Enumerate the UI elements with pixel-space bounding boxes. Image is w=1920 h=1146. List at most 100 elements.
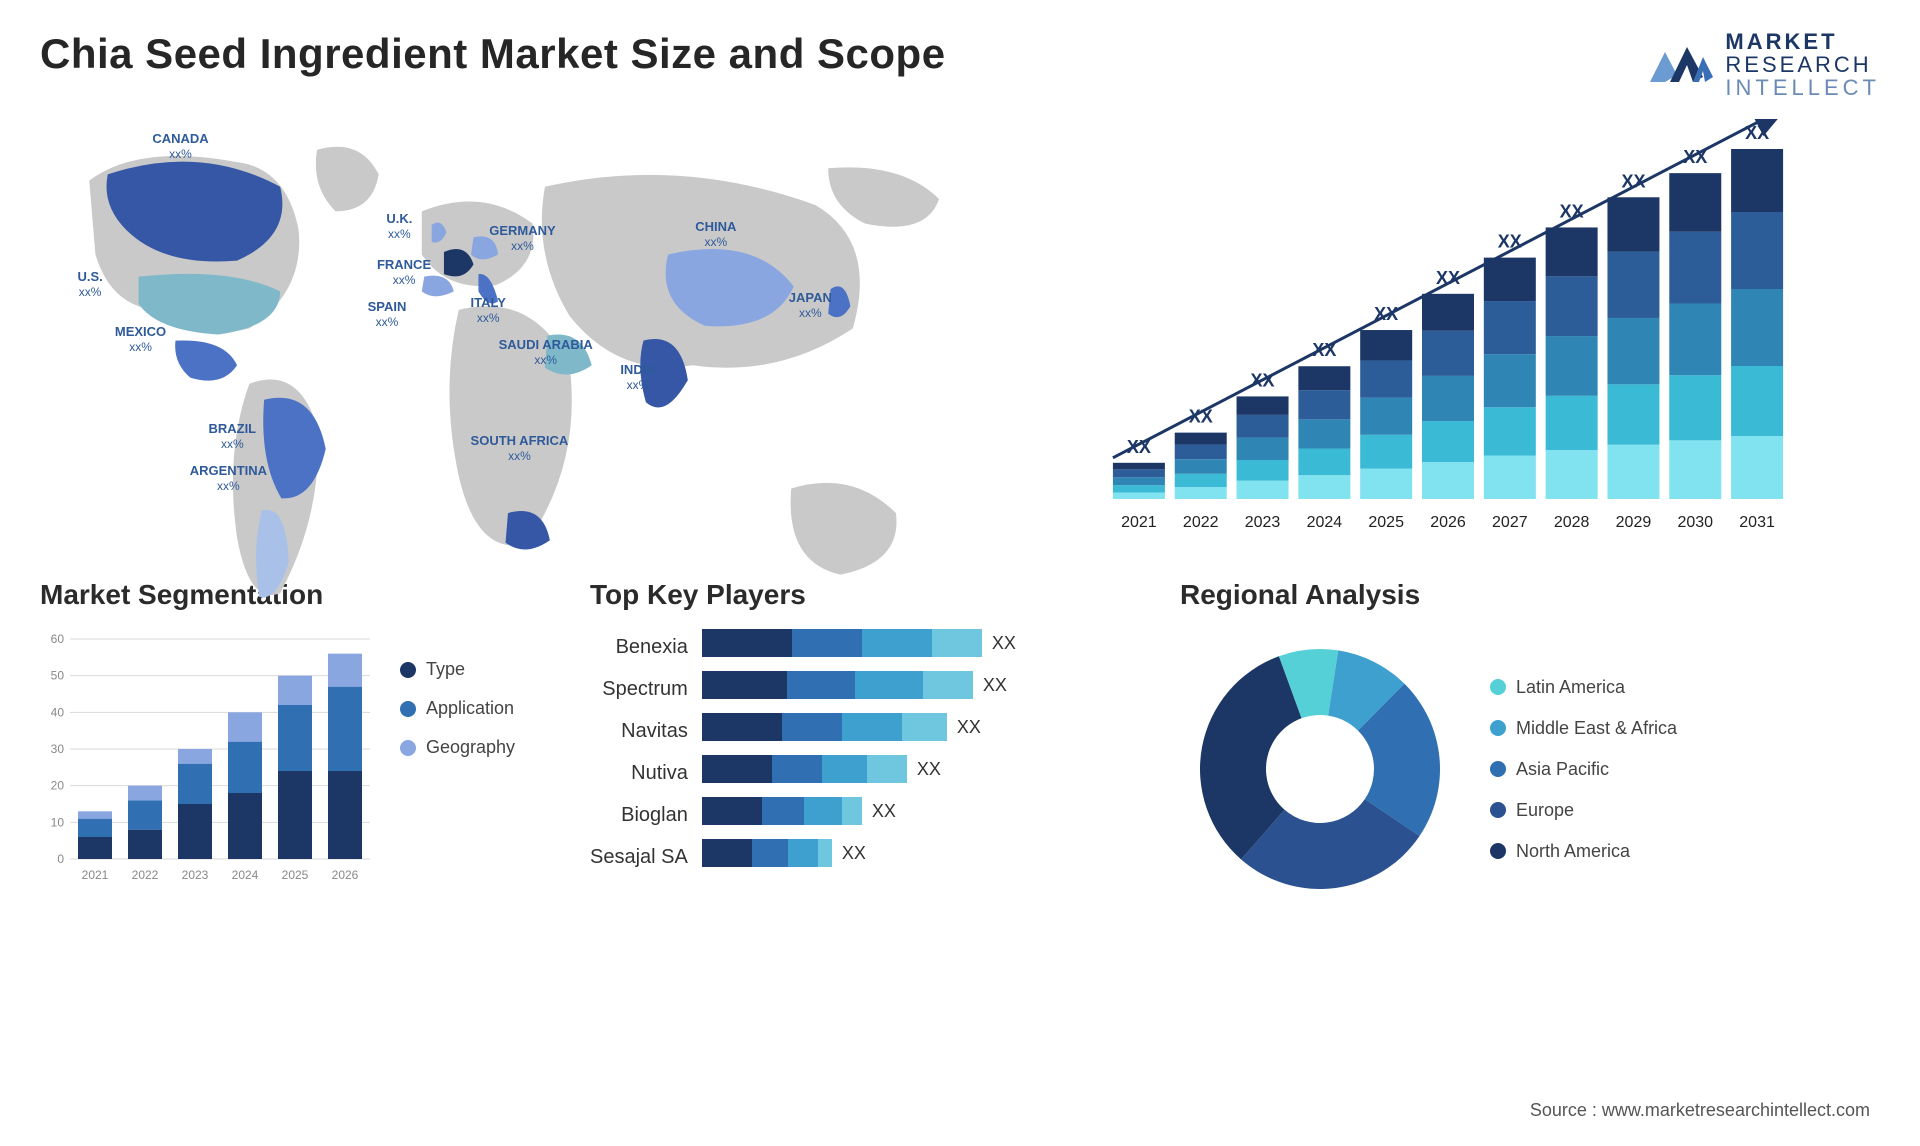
trend-bar-seg <box>1484 301 1536 354</box>
legend-label: Type <box>426 659 465 680</box>
trend-bar-seg <box>1360 361 1412 398</box>
map-label-us: U.S.xx% <box>77 270 102 300</box>
map-label-spain: SPAINxx% <box>368 300 407 330</box>
trend-bar-seg <box>1113 478 1165 486</box>
legend-swatch <box>1490 761 1506 777</box>
trend-bar-seg <box>1298 390 1350 419</box>
player-bar-seg <box>762 797 804 825</box>
player-bar-seg <box>788 839 818 867</box>
map-label-mexico: MEXICOxx% <box>115 325 166 355</box>
trend-bar-seg <box>1484 258 1536 301</box>
legend-label: North America <box>1516 841 1630 862</box>
player-name: Sesajal SA <box>590 843 688 871</box>
regional-title: Regional Analysis <box>1180 579 1880 611</box>
player-value: XX <box>872 801 896 822</box>
player-value: XX <box>983 675 1007 696</box>
seg-year: 2021 <box>82 868 109 882</box>
seg-year: 2025 <box>282 868 309 882</box>
trend-bar-seg <box>1546 228 1598 277</box>
seg-bar-seg <box>178 764 212 804</box>
seg-bar-seg <box>78 837 112 859</box>
brand-logo: MARKET RESEARCH INTELLECT <box>1645 30 1880 99</box>
player-name: Spectrum <box>602 675 688 703</box>
legend-label: Geography <box>426 737 515 758</box>
trend-bar-seg <box>1360 435 1412 469</box>
seg-bar-seg <box>178 749 212 764</box>
seg-bar-seg <box>128 830 162 859</box>
trend-bar-seg <box>1731 212 1783 289</box>
seg-legend-item: Application <box>400 698 515 719</box>
legend-swatch <box>400 662 416 678</box>
player-bar-seg <box>702 839 752 867</box>
seg-bar-seg <box>78 812 112 819</box>
trend-bar-seg <box>1422 376 1474 421</box>
trend-year-label: 2031 <box>1739 514 1775 531</box>
trend-bar-seg <box>1546 336 1598 396</box>
seg-bar-seg <box>228 713 262 742</box>
trend-bar-seg <box>1607 318 1659 384</box>
trend-bar-seg <box>1731 149 1783 212</box>
map-label-uk: U.K.xx% <box>386 212 412 242</box>
region-legend-item: Asia Pacific <box>1490 759 1677 780</box>
legend-label: Application <box>426 698 514 719</box>
seg-bar-seg <box>128 786 162 801</box>
trend-year-label: 2028 <box>1554 514 1590 531</box>
trend-bar-seg <box>1731 436 1783 499</box>
trend-year-label: 2030 <box>1677 514 1713 531</box>
trend-bar-seg <box>1298 475 1350 499</box>
legend-swatch <box>400 701 416 717</box>
seg-bar-seg <box>328 654 362 687</box>
region-legend-item: Latin America <box>1490 677 1677 698</box>
trend-bar-seg <box>1484 354 1536 407</box>
map-country-mexico <box>175 341 237 381</box>
player-bar-seg <box>867 755 907 783</box>
legend-swatch <box>1490 679 1506 695</box>
player-bar-seg <box>804 797 842 825</box>
player-bar-seg <box>702 713 782 741</box>
trend-bar-seg <box>1422 331 1474 376</box>
trend-bar-seg <box>1298 449 1350 476</box>
regional-legend: Latin AmericaMiddle East & AfricaAsia Pa… <box>1490 677 1677 862</box>
player-value: XX <box>842 843 866 864</box>
seg-ytick: 0 <box>57 852 64 866</box>
map-label-france: FRANCExx% <box>377 258 431 288</box>
trend-bar-seg <box>1546 277 1598 337</box>
legend-swatch <box>1490 720 1506 736</box>
region-legend-item: North America <box>1490 841 1677 862</box>
logo-line2: RESEARCH <box>1725 53 1880 76</box>
trend-bar-seg <box>1484 456 1536 499</box>
map-label-japan: JAPANxx% <box>789 291 832 321</box>
world-map: CANADAxx%U.S.xx%MEXICOxx%BRAZILxx%ARGENT… <box>40 119 976 539</box>
map-svg <box>40 119 976 636</box>
trend-bar-seg <box>1175 459 1227 474</box>
map-label-italy: ITALYxx% <box>471 296 506 326</box>
player-value: XX <box>992 633 1016 654</box>
player-bar-seg <box>772 755 822 783</box>
player-bar-seg <box>842 797 862 825</box>
map-label-brazil: BRAZILxx% <box>208 422 256 452</box>
player-bar-seg <box>702 755 772 783</box>
trend-bar-seg <box>1175 433 1227 445</box>
legend-swatch <box>400 740 416 756</box>
player-value: XX <box>917 759 941 780</box>
trend-bar-seg <box>1484 408 1536 456</box>
seg-year: 2023 <box>182 868 209 882</box>
trend-bar-seg <box>1175 445 1227 460</box>
players-bars: XXXXXXXXXXXX <box>702 629 1150 871</box>
seg-ytick: 10 <box>51 816 65 830</box>
player-row: XX <box>702 839 1150 867</box>
player-name: Bioglan <box>621 801 688 829</box>
seg-ytick: 30 <box>51 742 65 756</box>
players-names: BenexiaSpectrumNavitasNutivaBioglanSesaj… <box>590 629 688 871</box>
trend-bar-seg <box>1360 469 1412 499</box>
seg-ytick: 50 <box>51 669 65 683</box>
seg-ytick: 20 <box>51 779 65 793</box>
legend-swatch <box>1490 843 1506 859</box>
trend-bar-seg <box>1237 415 1289 438</box>
seg-year: 2024 <box>232 868 259 882</box>
player-bar-seg <box>702 671 787 699</box>
player-bar <box>702 839 832 867</box>
player-bar <box>702 797 862 825</box>
seg-bar-seg <box>228 793 262 859</box>
trend-year-label: 2021 <box>1121 514 1157 531</box>
